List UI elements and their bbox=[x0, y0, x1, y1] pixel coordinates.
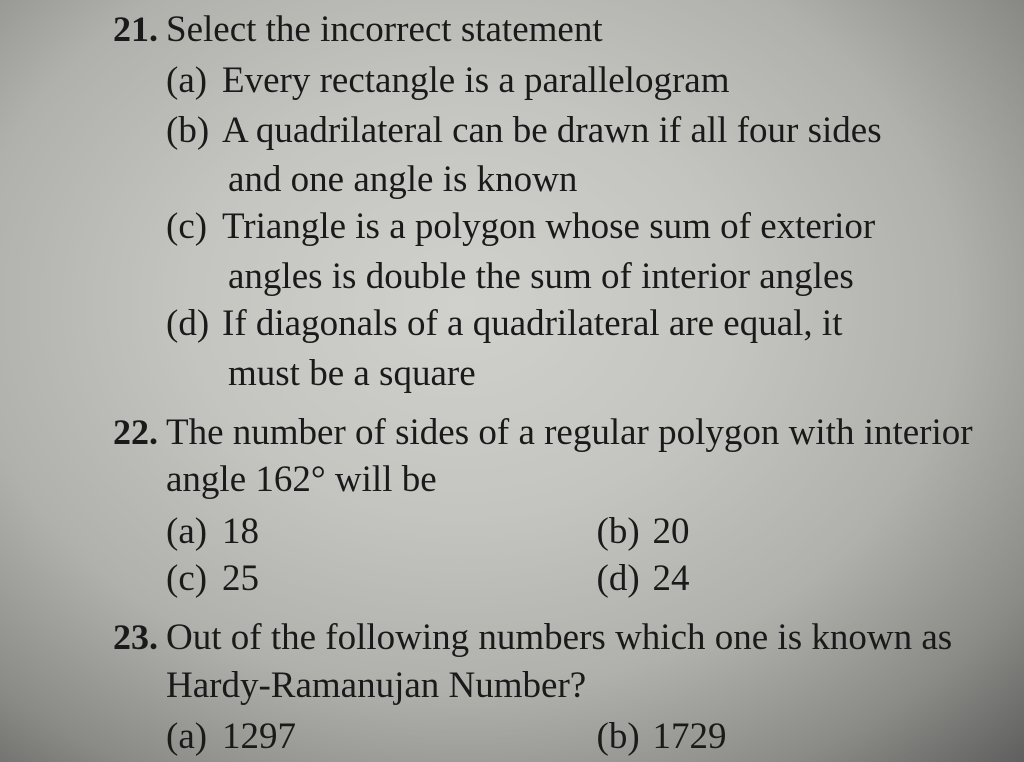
question-21: 21. Select the incorrect statement (a) E… bbox=[100, 6, 994, 397]
question-stem: Select the incorrect statement bbox=[166, 6, 994, 53]
option-text: 20 bbox=[653, 508, 994, 555]
option-b-cont: and one angle is known bbox=[166, 156, 994, 203]
question-23: 23. Out of the following numbers which o… bbox=[100, 614, 994, 762]
option-label: (a) bbox=[166, 713, 222, 760]
option-label: (b) bbox=[597, 713, 653, 760]
question-stem: The number of sides of a regular polygon… bbox=[166, 409, 994, 504]
question-number: 23. bbox=[100, 614, 166, 660]
option-b: (b) 20 bbox=[597, 508, 994, 555]
option-text: If diagonals of a quadrilateral are equa… bbox=[222, 300, 994, 347]
question-body: The number of sides of a regular polygon… bbox=[166, 409, 994, 602]
option-text: 1729 bbox=[653, 713, 994, 760]
option-d: (d) 24 bbox=[597, 555, 994, 602]
option-a: (a) Every rectangle is a parallelogram bbox=[166, 57, 994, 104]
option-row-1: (a) 1297 (b) 1729 bbox=[166, 713, 994, 760]
option-text: 18 bbox=[222, 508, 597, 555]
page-content: 21. Select the incorrect statement (a) E… bbox=[0, 0, 1024, 762]
option-label: (b) bbox=[597, 508, 653, 555]
option-c: (c) 25 bbox=[166, 555, 597, 602]
option-c: (c) Triangle is a polygon whose sum of e… bbox=[166, 203, 994, 250]
option-c-cont: angles is double the sum of interior ang… bbox=[166, 253, 994, 300]
option-label: (c) bbox=[166, 203, 222, 250]
option-row-2: (c) 25 (d) 24 bbox=[166, 555, 994, 602]
option-d-cont: must be a square bbox=[166, 350, 994, 397]
option-text: Every rectangle is a parallelogram bbox=[222, 57, 994, 104]
option-text: 1297 bbox=[222, 713, 597, 760]
option-b: (b) 1729 bbox=[597, 713, 994, 760]
option-a: (a) 18 bbox=[166, 508, 597, 555]
option-text: 24 bbox=[653, 555, 994, 602]
option-text: A quadrilateral can be drawn if all four… bbox=[222, 107, 994, 154]
option-text: Triangle is a polygon whose sum of exter… bbox=[222, 203, 994, 250]
question-22: 22. The number of sides of a regular pol… bbox=[100, 409, 994, 602]
option-label: (a) bbox=[166, 508, 222, 555]
option-label: (c) bbox=[166, 555, 222, 602]
option-d: (d) If diagonals of a quadrilateral are … bbox=[166, 300, 994, 347]
option-text: 25 bbox=[222, 555, 597, 602]
question-stem: Out of the following numbers which one i… bbox=[166, 614, 994, 709]
option-a: (a) 1297 bbox=[166, 713, 597, 760]
question-body: Out of the following numbers which one i… bbox=[166, 614, 994, 762]
option-label: (b) bbox=[166, 107, 222, 154]
option-b: (b) A quadrilateral can be drawn if all … bbox=[166, 107, 994, 154]
question-body: Select the incorrect statement (a) Every… bbox=[166, 6, 994, 397]
option-label: (d) bbox=[597, 555, 653, 602]
option-row-1: (a) 18 (b) 20 bbox=[166, 508, 994, 555]
question-number: 21. bbox=[100, 6, 166, 52]
option-label: (a) bbox=[166, 57, 222, 104]
option-label: (d) bbox=[166, 300, 222, 347]
question-number: 22. bbox=[100, 409, 166, 455]
